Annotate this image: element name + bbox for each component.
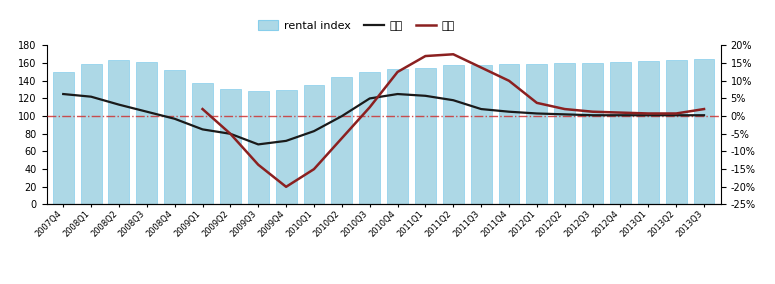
Bar [276, 90, 297, 204]
Bar [498, 64, 519, 204]
Bar [81, 64, 102, 204]
Bar [109, 60, 129, 204]
Bar [666, 60, 687, 204]
Bar [526, 64, 547, 204]
Bar [694, 59, 715, 204]
Bar [582, 63, 603, 204]
Bar [387, 69, 408, 204]
Bar [415, 68, 436, 204]
Bar [220, 89, 241, 204]
Bar [136, 62, 157, 204]
Bar [53, 72, 74, 204]
Bar [304, 85, 325, 204]
Legend: rental index, 环比, 同比: rental index, 环比, 同比 [254, 16, 460, 35]
Bar [360, 72, 381, 204]
Bar [248, 91, 269, 204]
Bar [192, 83, 213, 204]
Bar [554, 63, 575, 204]
Bar [638, 61, 659, 204]
Bar [164, 70, 185, 204]
Bar [610, 62, 631, 204]
Bar [332, 77, 353, 204]
Bar [443, 65, 463, 204]
Bar [470, 65, 491, 204]
